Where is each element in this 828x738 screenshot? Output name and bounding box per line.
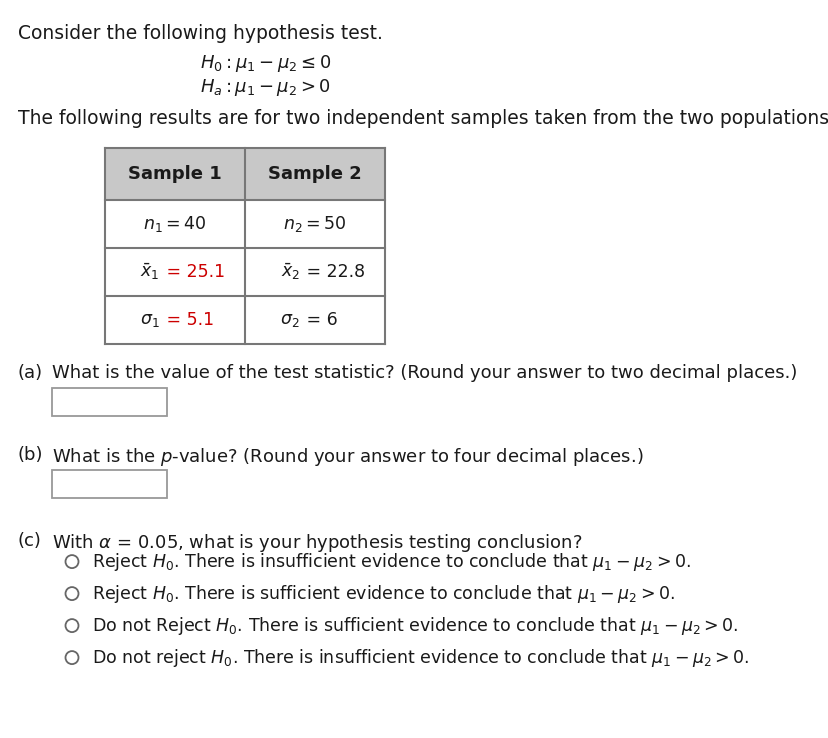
Text: $H_0: \mu_1 - \mu_2 \leq 0$: $H_0: \mu_1 - \mu_2 \leq 0$ — [200, 53, 331, 74]
Text: Do not Reject $H_0$. There is sufficient evidence to conclude that $\mu_1 - \mu_: Do not Reject $H_0$. There is sufficient… — [92, 615, 738, 637]
Text: (c): (c) — [18, 531, 42, 550]
Text: $H_a: \mu_1 - \mu_2 > 0$: $H_a: \mu_1 - \mu_2 > 0$ — [200, 77, 330, 97]
Bar — [105, 148, 384, 199]
Text: = 25.1: = 25.1 — [161, 263, 225, 280]
Text: (a): (a) — [18, 364, 43, 382]
Text: = 6: = 6 — [301, 311, 337, 328]
Text: Do not reject $H_0$. There is insufficient evidence to conclude that $\mu_1 - \m: Do not reject $H_0$. There is insufficie… — [92, 646, 749, 669]
Text: Sample 2: Sample 2 — [267, 165, 362, 182]
Text: (b): (b) — [18, 446, 43, 463]
Text: $\bar{x}_2$: $\bar{x}_2$ — [280, 261, 300, 282]
Text: Consider the following hypothesis test.: Consider the following hypothesis test. — [18, 24, 383, 43]
Text: $\bar{x}_1$: $\bar{x}_1$ — [140, 261, 160, 282]
Text: $n_2 = 50$: $n_2 = 50$ — [283, 213, 346, 234]
Bar — [52, 469, 166, 497]
Text: $\sigma_2$: $\sigma_2$ — [280, 311, 300, 328]
Text: With $\alpha$ = 0.05, what is your hypothesis testing conclusion?: With $\alpha$ = 0.05, what is your hypot… — [52, 531, 582, 554]
Text: Sample 1: Sample 1 — [128, 165, 222, 182]
Text: = 5.1: = 5.1 — [161, 311, 214, 328]
Text: = 22.8: = 22.8 — [301, 263, 364, 280]
Text: $n_1 = 40$: $n_1 = 40$ — [143, 213, 206, 234]
Text: Reject $H_0$. There is insufficient evidence to conclude that $\mu_1 - \mu_2 > 0: Reject $H_0$. There is insufficient evid… — [92, 551, 690, 573]
Text: Reject $H_0$. There is sufficient evidence to conclude that $\mu_1 - \mu_2 > 0$.: Reject $H_0$. There is sufficient eviden… — [92, 582, 674, 604]
Text: What is the value of the test statistic? (Round your answer to two decimal place: What is the value of the test statistic?… — [52, 364, 797, 382]
Text: The following results are for two independent samples taken from the two populat: The following results are for two indepe… — [18, 109, 828, 128]
Text: What is the $p$-value? (Round your answer to four decimal places.): What is the $p$-value? (Round your answe… — [52, 446, 643, 468]
Bar — [52, 387, 166, 415]
Text: $\sigma_1$: $\sigma_1$ — [140, 311, 160, 328]
